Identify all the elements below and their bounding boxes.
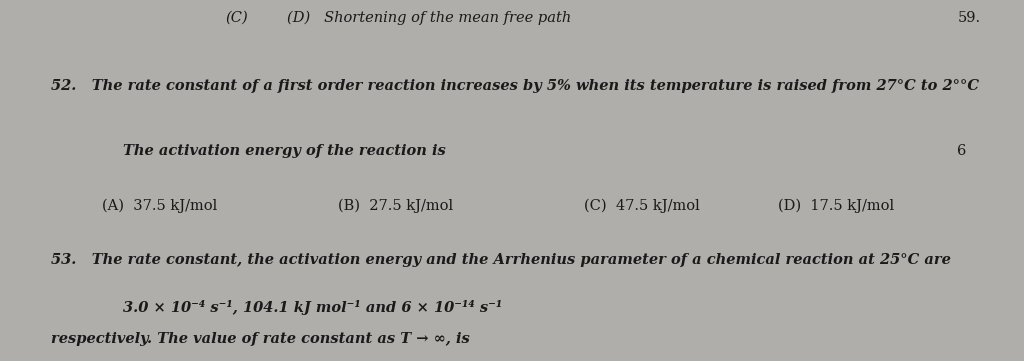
Text: (D)  17.5 kJ/mol: (D) 17.5 kJ/mol: [778, 199, 894, 213]
Text: (C)  47.5 kJ/mol: (C) 47.5 kJ/mol: [584, 199, 699, 213]
Text: The activation energy of the reaction is: The activation energy of the reaction is: [123, 144, 445, 158]
Text: 52.   The rate constant of a first order reaction increases by 5% when its tempe: 52. The rate constant of a first order r…: [51, 79, 979, 93]
Text: (D)   Shortening of the mean free path: (D) Shortening of the mean free path: [287, 11, 571, 25]
Text: (A)  37.5 kJ/mol: (A) 37.5 kJ/mol: [102, 199, 218, 213]
Text: respectively. The value of rate constant as T → ∞, is: respectively. The value of rate constant…: [51, 332, 470, 346]
Text: 59.: 59.: [957, 11, 981, 25]
Text: 6: 6: [957, 144, 967, 158]
Text: 3.0 × 10⁻⁴ s⁻¹, 104.1 kJ mol⁻¹ and 6 × 10⁻¹⁴ s⁻¹: 3.0 × 10⁻⁴ s⁻¹, 104.1 kJ mol⁻¹ and 6 × 1…: [123, 300, 502, 315]
Text: (C): (C): [225, 11, 248, 25]
Text: (B)  27.5 kJ/mol: (B) 27.5 kJ/mol: [338, 199, 453, 213]
Text: 53.   The rate constant, the activation energy and the Arrhenius parameter of a : 53. The rate constant, the activation en…: [51, 253, 951, 267]
